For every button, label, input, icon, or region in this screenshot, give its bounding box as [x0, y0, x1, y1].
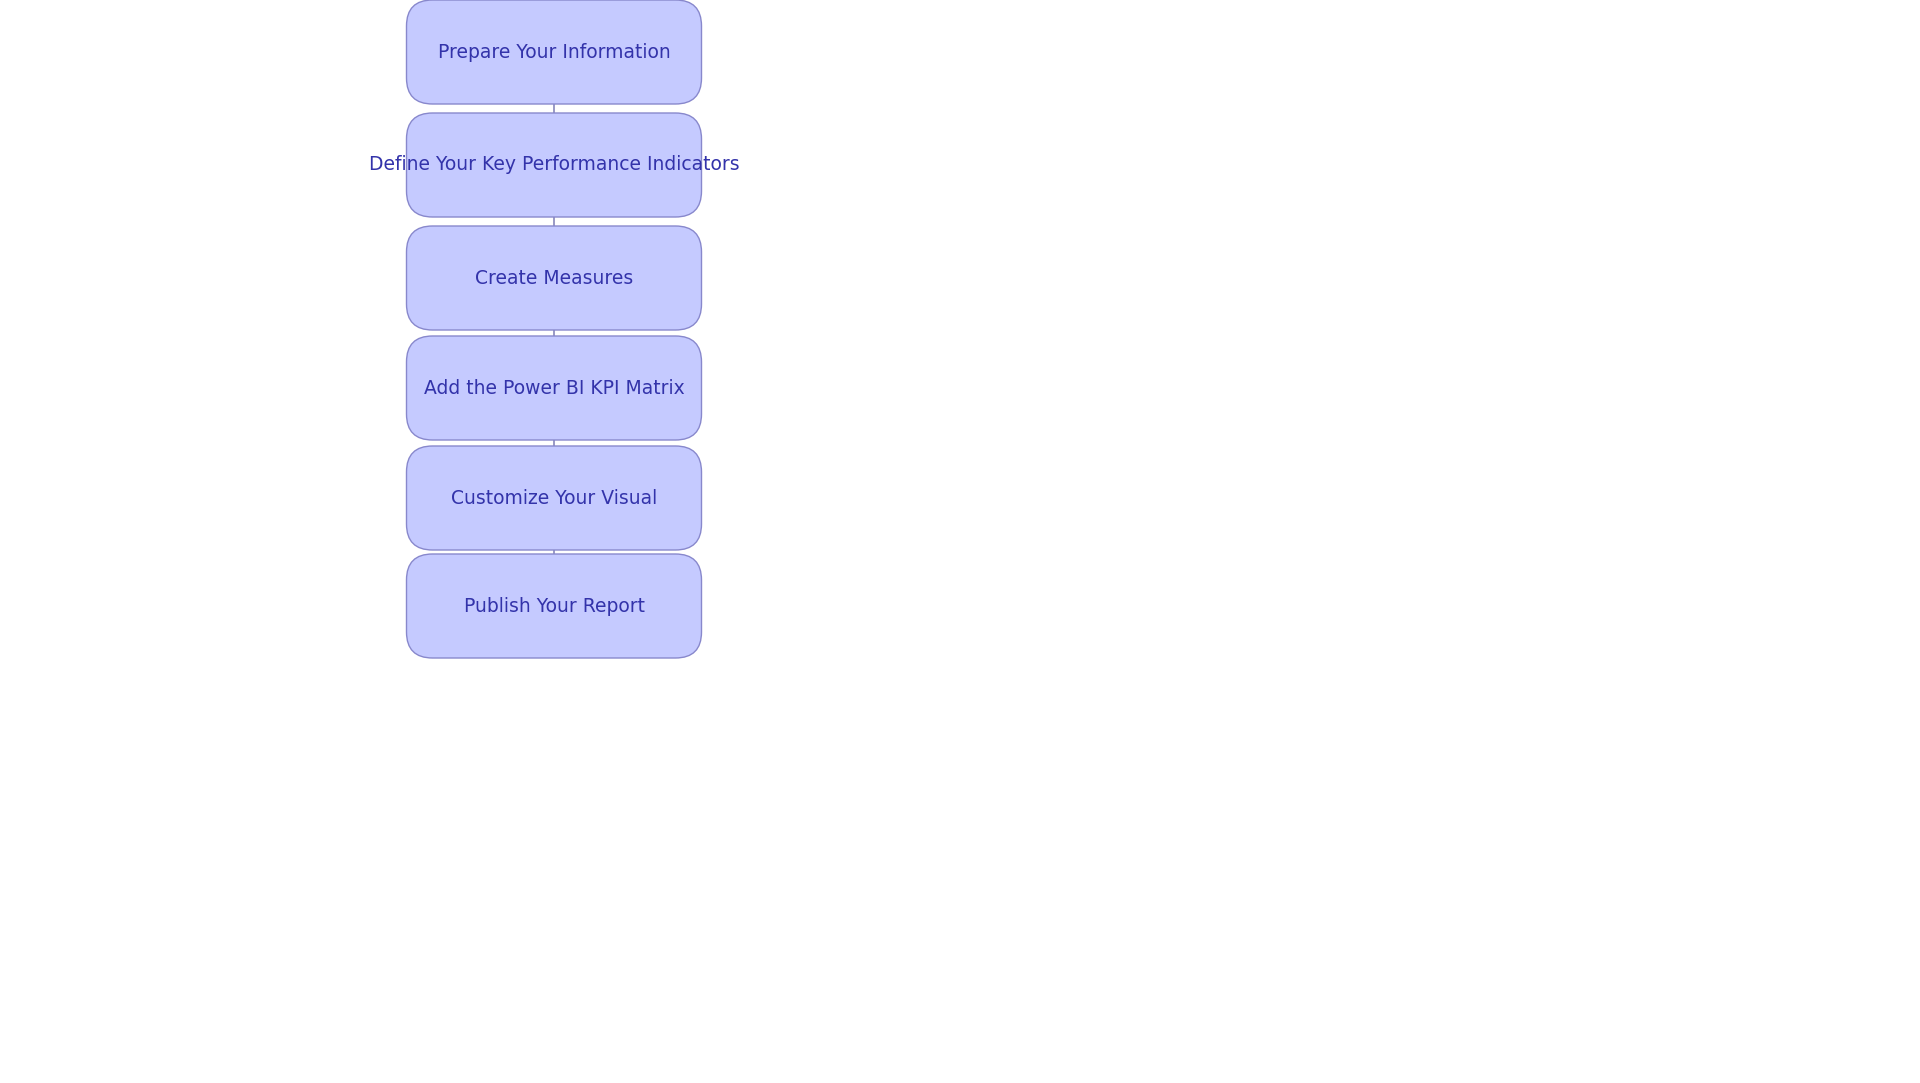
Text: Customize Your Visual: Customize Your Visual	[451, 488, 657, 508]
FancyBboxPatch shape	[407, 226, 701, 330]
Text: Publish Your Report: Publish Your Report	[463, 597, 645, 615]
Text: Define Your Key Performance Indicators: Define Your Key Performance Indicators	[369, 156, 739, 174]
Text: Prepare Your Information: Prepare Your Information	[438, 42, 670, 62]
FancyBboxPatch shape	[407, 446, 701, 550]
FancyBboxPatch shape	[407, 554, 701, 658]
FancyBboxPatch shape	[407, 0, 701, 104]
FancyBboxPatch shape	[407, 336, 701, 440]
Text: Add the Power BI KPI Matrix: Add the Power BI KPI Matrix	[424, 378, 684, 397]
FancyBboxPatch shape	[407, 113, 701, 217]
Text: Create Measures: Create Measures	[474, 269, 634, 287]
